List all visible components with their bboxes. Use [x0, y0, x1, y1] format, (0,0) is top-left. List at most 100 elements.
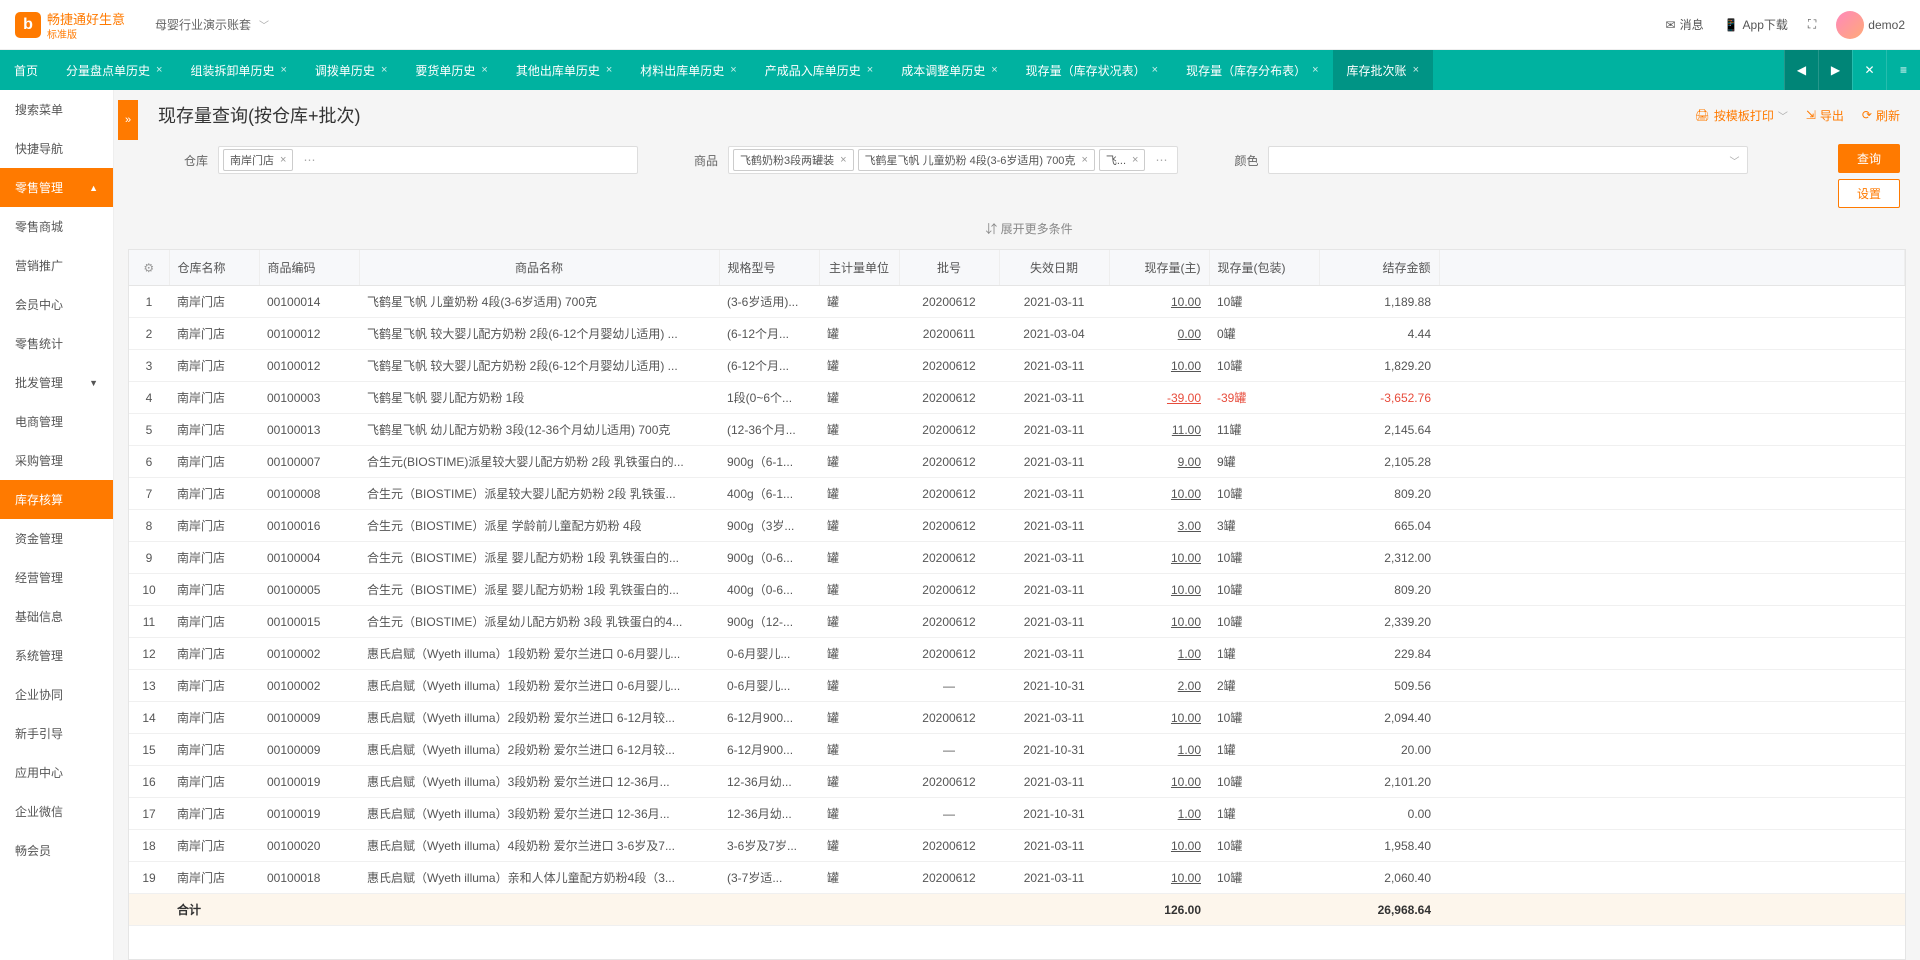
close-icon[interactable]: ×: [481, 64, 487, 76]
messages-link[interactable]: ✉ 消息: [1666, 16, 1704, 33]
table-row[interactable]: 14南岸门店00100009惠氏启赋（Wyeth illuma）2段奶粉 爱尔兰…: [129, 702, 1905, 734]
sidebar-item[interactable]: 采购管理: [0, 441, 113, 480]
cell-qty[interactable]: 10.00: [1109, 478, 1209, 510]
sidebar-toggle[interactable]: »: [118, 100, 138, 140]
table-row[interactable]: 9南岸门店00100004合生元（BIOSTIME）派星 婴儿配方奶粉 1段 乳…: [129, 542, 1905, 574]
column-header[interactable]: 规格型号: [719, 250, 819, 286]
tab[interactable]: 调拨单历史×: [301, 50, 401, 90]
sidebar-item[interactable]: 资金管理: [0, 519, 113, 558]
user-menu[interactable]: demo2: [1836, 11, 1905, 39]
table-row[interactable]: 7南岸门店00100008合生元（BIOSTIME）派星较大婴儿配方奶粉 2段 …: [129, 478, 1905, 510]
table-row[interactable]: 11南岸门店00100015合生元（BIOSTIME）派星幼儿配方奶粉 3段 乳…: [129, 606, 1905, 638]
cell-qty[interactable]: 10.00: [1109, 574, 1209, 606]
app-download-link[interactable]: 📱 App下载: [1724, 16, 1788, 33]
sidebar-item[interactable]: 企业微信: [0, 792, 113, 831]
close-icon[interactable]: ×: [867, 64, 873, 76]
remove-icon[interactable]: ×: [280, 154, 286, 166]
cell-qty[interactable]: 2.00: [1109, 670, 1209, 702]
table-row[interactable]: 10南岸门店00100005合生元（BIOSTIME）派星 婴儿配方奶粉 1段 …: [129, 574, 1905, 606]
table-row[interactable]: 13南岸门店00100002惠氏启赋（Wyeth illuma）1段奶粉 爱尔兰…: [129, 670, 1905, 702]
warehouse-tagbox[interactable]: 南岸门店× ⋯: [218, 146, 638, 174]
sidebar-item[interactable]: 会员中心: [0, 285, 113, 324]
close-icon[interactable]: ×: [1413, 64, 1419, 76]
remove-icon[interactable]: ×: [840, 154, 846, 166]
column-header[interactable]: 仓库名称: [169, 250, 259, 286]
cell-qty[interactable]: 10.00: [1109, 350, 1209, 382]
column-header[interactable]: 主计量单位: [819, 250, 899, 286]
account-selector[interactable]: 母婴行业演示账套 ﹀: [155, 16, 269, 33]
cell-qty[interactable]: 10.00: [1109, 542, 1209, 574]
close-icon[interactable]: ×: [156, 64, 162, 76]
sidebar-item[interactable]: 应用中心: [0, 753, 113, 792]
filter-tag[interactable]: 飞...×: [1099, 149, 1146, 171]
table-row[interactable]: 3南岸门店00100012飞鹤星飞帆 较大婴儿配方奶粉 2段(6-12个月婴幼儿…: [129, 350, 1905, 382]
logo[interactable]: b 畅捷通好生意 标准版: [15, 9, 125, 41]
close-icon[interactable]: ×: [606, 64, 612, 76]
cell-qty[interactable]: 9.00: [1109, 446, 1209, 478]
cell-qty[interactable]: 11.00: [1109, 414, 1209, 446]
tab[interactable]: 材料出库单历史×: [626, 50, 750, 90]
cell-qty[interactable]: 10.00: [1109, 286, 1209, 318]
table-row[interactable]: 17南岸门店00100019惠氏启赋（Wyeth illuma）3段奶粉 爱尔兰…: [129, 798, 1905, 830]
sidebar-item[interactable]: 畅会员: [0, 831, 113, 870]
cell-qty[interactable]: 10.00: [1109, 766, 1209, 798]
column-header[interactable]: 批号: [899, 250, 999, 286]
close-icon[interactable]: ×: [991, 64, 997, 76]
sidebar-item[interactable]: 电商管理: [0, 402, 113, 441]
refresh-button[interactable]: ⟳ 刷新: [1862, 107, 1900, 124]
cell-qty[interactable]: 0.00: [1109, 318, 1209, 350]
cell-qty[interactable]: -39.00: [1109, 382, 1209, 414]
table-row[interactable]: 15南岸门店00100009惠氏启赋（Wyeth illuma）2段奶粉 爱尔兰…: [129, 734, 1905, 766]
sidebar-item[interactable]: 零售统计: [0, 324, 113, 363]
more-icon[interactable]: ⋯: [297, 153, 321, 167]
close-icon[interactable]: ×: [381, 64, 387, 76]
column-header[interactable]: 商品编码: [259, 250, 359, 286]
cell-qty[interactable]: 1.00: [1109, 734, 1209, 766]
table-row[interactable]: 19南岸门店00100018惠氏启赋（Wyeth illuma）亲和人体儿童配方…: [129, 862, 1905, 894]
table-row[interactable]: 12南岸门店00100002惠氏启赋（Wyeth illuma）1段奶粉 爱尔兰…: [129, 638, 1905, 670]
tab[interactable]: 现存量（库存状况表）×: [1012, 50, 1172, 90]
sidebar-item[interactable]: 新手引导: [0, 714, 113, 753]
filter-tag[interactable]: 飞鹤奶粉3段两罐装×: [733, 149, 854, 171]
cell-qty[interactable]: 3.00: [1109, 510, 1209, 542]
expand-filters[interactable]: ⇵ 展开更多条件: [138, 214, 1920, 243]
close-icon[interactable]: ×: [1152, 64, 1158, 76]
query-button[interactable]: 查询: [1838, 144, 1900, 173]
tab[interactable]: 成本调整单历史×: [887, 50, 1011, 90]
sidebar-item[interactable]: 企业协同: [0, 675, 113, 714]
sidebar-item[interactable]: 批发管理▼: [0, 363, 113, 402]
table-row[interactable]: 8南岸门店00100016合生元（BIOSTIME）派星 学龄前儿童配方奶粉 4…: [129, 510, 1905, 542]
export-button[interactable]: ⇲ 导出: [1806, 107, 1844, 124]
cell-qty[interactable]: 1.00: [1109, 638, 1209, 670]
table-row[interactable]: 4南岸门店00100003飞鹤星飞帆 婴儿配方奶粉 1段1段(0~6个...罐2…: [129, 382, 1905, 414]
tab[interactable]: 组装拆卸单历史×: [176, 50, 300, 90]
column-header[interactable]: 商品名称: [359, 250, 719, 286]
color-select[interactable]: ﹀: [1268, 146, 1748, 174]
tab[interactable]: 现存量（库存分布表）×: [1172, 50, 1332, 90]
tab-menu[interactable]: ≡: [1886, 50, 1920, 90]
more-icon[interactable]: ⋯: [1149, 153, 1173, 167]
sidebar-item[interactable]: 营销推广: [0, 246, 113, 285]
close-icon[interactable]: ×: [1312, 64, 1318, 76]
product-tagbox[interactable]: 飞鹤奶粉3段两罐装×飞鹤星飞帆 儿童奶粉 4段(3-6岁适用) 700克×飞..…: [728, 146, 1178, 174]
sidebar-item[interactable]: 零售商城: [0, 207, 113, 246]
tab[interactable]: 其他出库单历史×: [502, 50, 626, 90]
sidebar-item[interactable]: 系统管理: [0, 636, 113, 675]
tab[interactable]: 产成品入库单历史×: [751, 50, 887, 90]
filter-tag[interactable]: 南岸门店×: [223, 149, 293, 171]
table-row[interactable]: 1南岸门店00100014飞鹤星飞帆 儿童奶粉 4段(3-6岁适用) 700克(…: [129, 286, 1905, 318]
settings-button[interactable]: 设置: [1838, 179, 1900, 208]
table-row[interactable]: 6南岸门店00100007合生元(BIOSTIME)派星较大婴儿配方奶粉 2段 …: [129, 446, 1905, 478]
fullscreen-button[interactable]: ⛶: [1808, 17, 1816, 32]
column-header[interactable]: 现存量(包装): [1209, 250, 1319, 286]
tab-close-all[interactable]: ✕: [1852, 50, 1886, 90]
sidebar-item[interactable]: 基础信息: [0, 597, 113, 636]
cell-qty[interactable]: 1.00: [1109, 798, 1209, 830]
cell-qty[interactable]: 10.00: [1109, 702, 1209, 734]
close-icon[interactable]: ×: [730, 64, 736, 76]
sidebar-item[interactable]: 快捷导航: [0, 129, 113, 168]
sidebar-item[interactable]: 经营管理: [0, 558, 113, 597]
remove-icon[interactable]: ×: [1081, 154, 1087, 166]
tab-scroll-left[interactable]: ◀: [1784, 50, 1818, 90]
table-row[interactable]: 18南岸门店00100020惠氏启赋（Wyeth illuma）4段奶粉 爱尔兰…: [129, 830, 1905, 862]
